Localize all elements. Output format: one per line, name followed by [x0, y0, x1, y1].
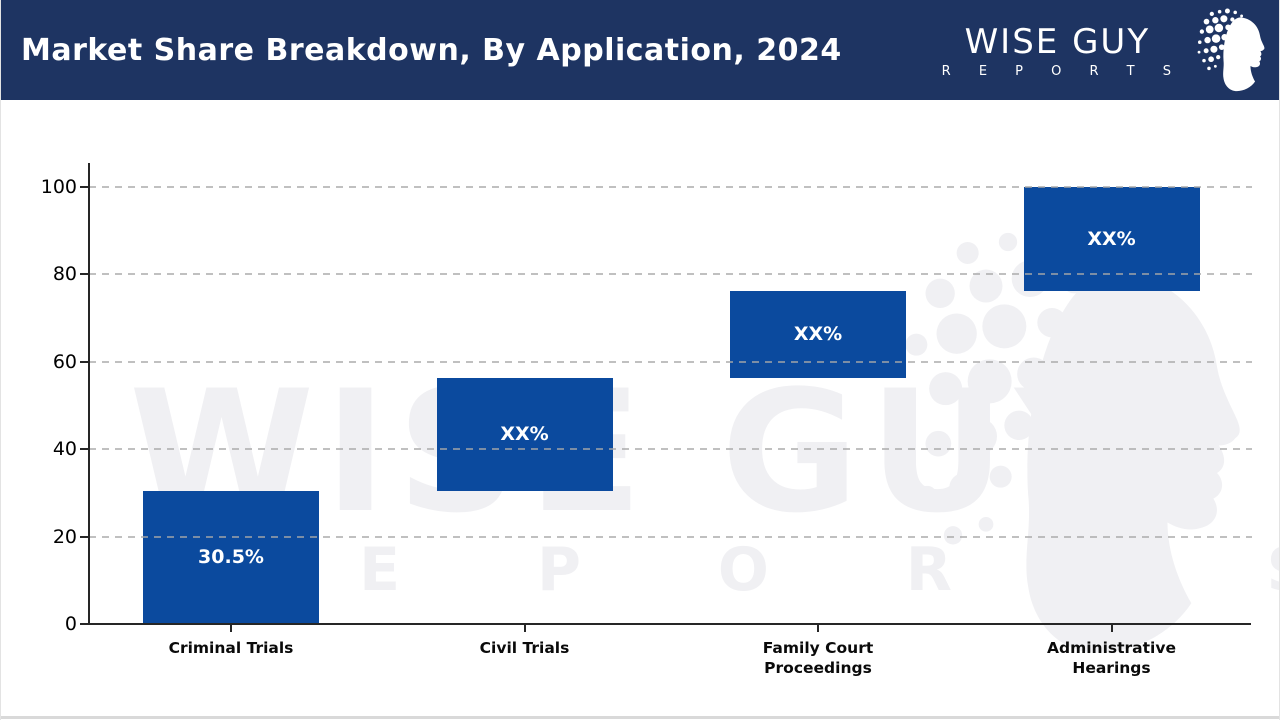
bar-value-label: 30.5%: [198, 546, 264, 569]
bar-0: [143, 490, 319, 624]
y-tick-label: 0: [64, 613, 77, 635]
y-tick-mark: [80, 360, 89, 363]
y-tick-mark: [80, 623, 89, 625]
ticks-layer: 0 20 40 60 80 100 Criminal Trials Civil Trials F…: [1, 100, 1279, 716]
bar-value-label: XX%: [500, 423, 549, 446]
gridline-20: [89, 535, 1252, 538]
y-tick-mark: [80, 448, 89, 450]
bar-labels-layer: 30.5% XX% XX% XX%: [1, 100, 1279, 716]
category-label: Criminal Trials: [168, 639, 294, 657]
gridline-60: [89, 360, 1252, 363]
category-label: Family Court Proceedings: [762, 639, 874, 677]
y-tick-mark: [80, 273, 89, 275]
y-tick-label: 20: [52, 525, 77, 548]
y-tick-label: 60: [52, 350, 77, 373]
category-label: Civil Trials: [479, 639, 570, 657]
x-tick-mark: [817, 624, 819, 632]
bar-value-label: XX%: [793, 323, 843, 346]
logo-face-dots-icon: [1197, 8, 1265, 92]
logo-reports-text: R E P O R T S: [941, 63, 1183, 79]
header-bar: Market Share Breakdown, By Application, …: [1, 0, 1279, 100]
y-tick-mark: [80, 185, 89, 188]
y-axis-spine: [88, 163, 90, 625]
y-tick-label: 80: [52, 263, 77, 285]
y-tick-label: 40: [52, 438, 77, 460]
x-tick-mark: [523, 624, 526, 632]
y-tick-label: 100: [40, 175, 77, 198]
bar-2: [730, 291, 906, 378]
bar-value-label: XX%: [1087, 227, 1136, 250]
x-tick-mark: [230, 624, 232, 632]
chart-area: WISE GUY R E P O R T S: [1, 100, 1279, 716]
y-tick-mark: [80, 535, 89, 538]
x-tick-mark: [1110, 624, 1113, 632]
x-axis-spine: [88, 623, 1251, 625]
axes-layer: [1, 100, 1279, 716]
logo-wiseguy-text: WISE GUY: [964, 21, 1151, 62]
footer-strip: [1, 716, 1279, 719]
gridline-80: [89, 273, 1252, 275]
category-label: Administrative Hearings: [1047, 639, 1176, 677]
gridline-40: [89, 448, 1252, 450]
page-title: Market Share Breakdown, By Application, …: [21, 32, 842, 68]
bar-1: [436, 377, 613, 491]
wise-guy-reports-logo: WISE GUY R E P O R T S: [932, 7, 1279, 93]
logo-text: WISE GUY R E P O R T S: [932, 22, 1183, 79]
gridline-100: [89, 185, 1252, 188]
grid-layer: [1, 100, 1279, 716]
